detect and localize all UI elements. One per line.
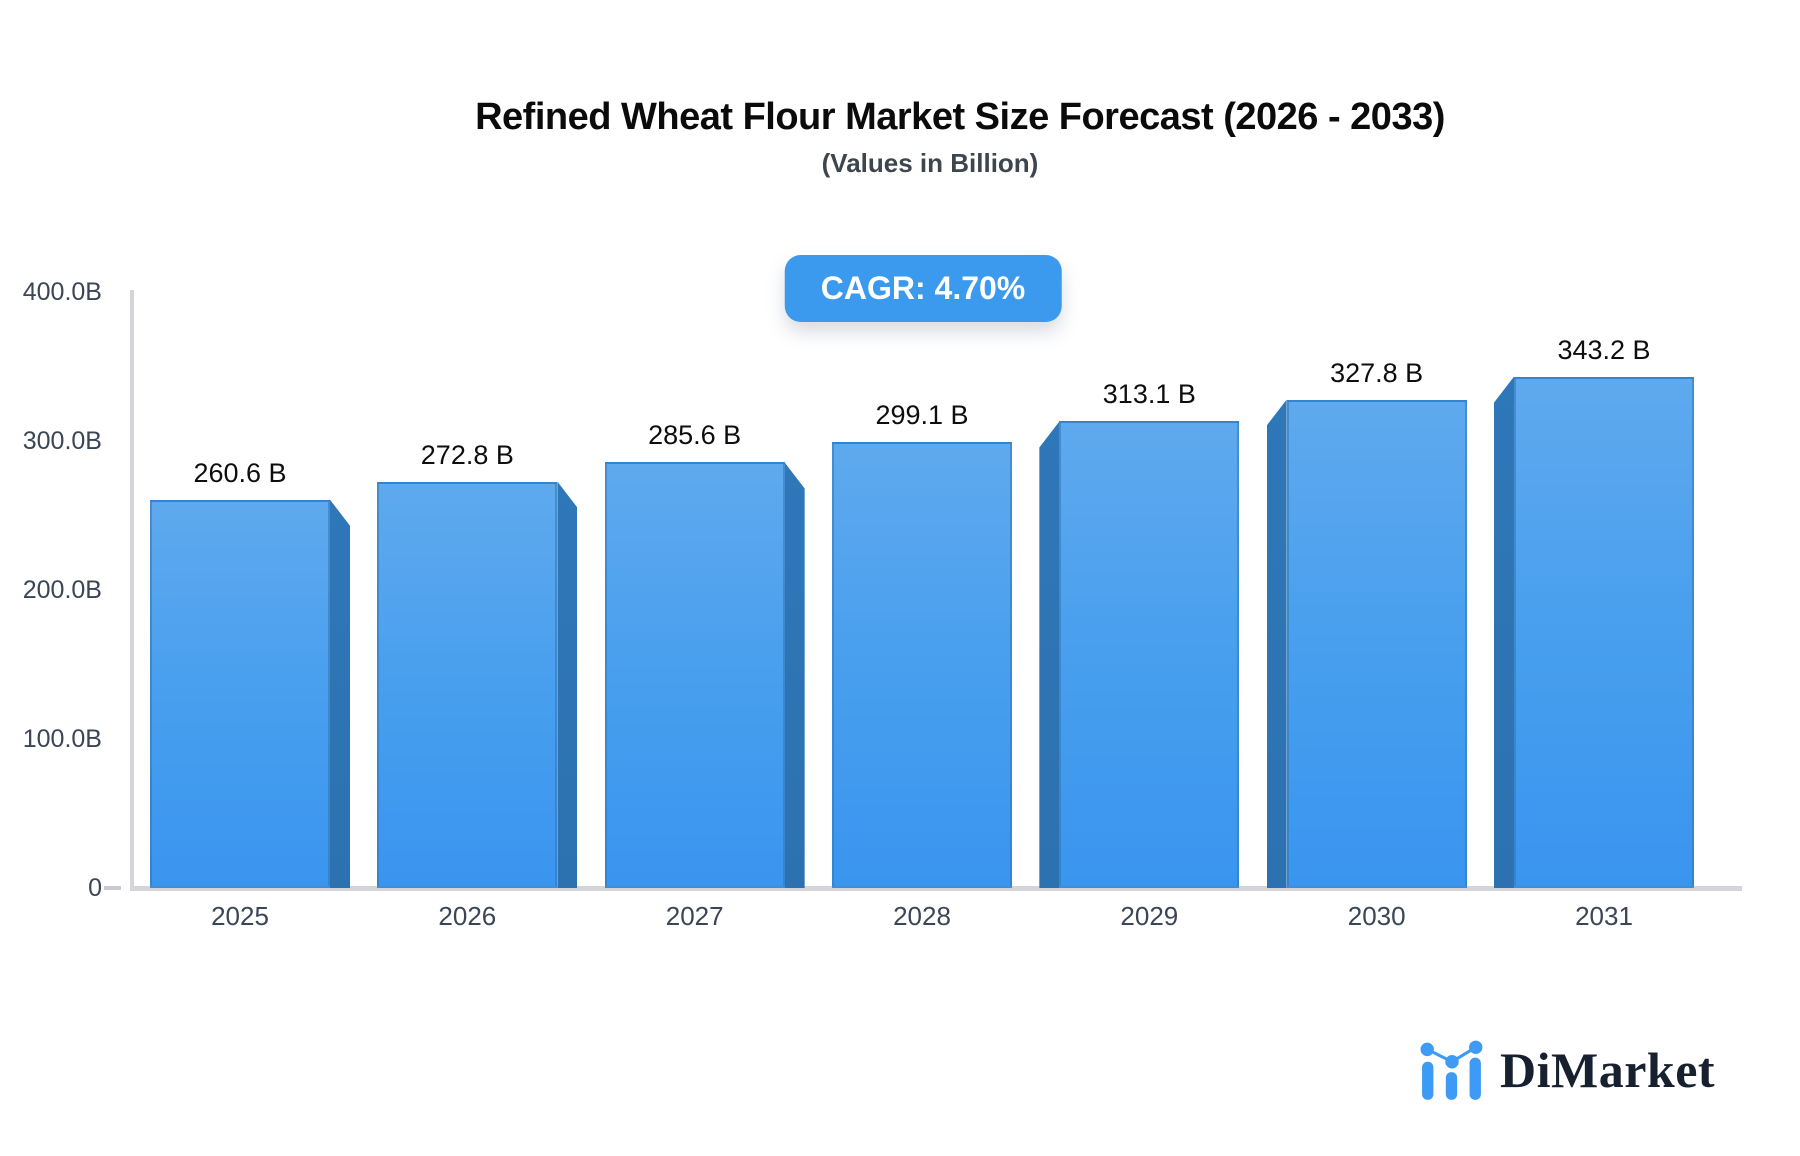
bar-3d-side-2030 — [1266, 399, 1287, 888]
bar-value-label: 272.8 B — [420, 439, 514, 470]
bar-3d-side-2026 — [557, 481, 578, 888]
y-axis-line — [130, 290, 134, 891]
bar-3d-side-2031 — [1493, 376, 1514, 888]
chart-subtitle: (Values in Billion) — [0, 148, 1800, 179]
bar-2031 — [1513, 376, 1694, 888]
cagr-badge: CAGR: 4.70% — [784, 255, 1062, 322]
bar-value-label: 260.6 B — [193, 457, 287, 488]
y-axis-tick-label: 0 — [88, 874, 102, 902]
y-axis-tick-label: 200.0B — [22, 576, 102, 604]
chart-title: Refined Wheat Flour Market Size Forecast… — [0, 96, 1800, 139]
bar-2030 — [1286, 399, 1467, 888]
bar-2026 — [377, 481, 558, 888]
x-axis-label: 2030 — [1347, 901, 1406, 931]
x-axis-label: 2029 — [1120, 901, 1179, 931]
x-axis-label: 2031 — [1575, 901, 1633, 931]
x-axis-line — [130, 886, 1742, 891]
bar-2025 — [150, 499, 330, 888]
x-axis-label: 2025 — [211, 901, 269, 931]
dimarket-logo: DiMarket — [1420, 1040, 1715, 1100]
bar-2027 — [604, 462, 785, 888]
dimarket-logo-icon — [1420, 1040, 1483, 1100]
chart-subtitle-text: (Values in Billion) — [821, 148, 1039, 178]
y-axis-tick-label: 300.0B — [22, 427, 102, 455]
y-axis-tick-label: 100.0B — [22, 725, 102, 753]
x-axis-label: 2028 — [893, 901, 951, 931]
bar-value-label: 285.6 B — [648, 420, 742, 451]
bar-value-label: 343.2 B — [1557, 334, 1651, 365]
bar-2029 — [1059, 421, 1240, 888]
bar-3d-side-2027 — [784, 462, 805, 888]
x-axis-label: 2026 — [438, 901, 497, 931]
y-axis-tick-label: 400.0B — [22, 278, 102, 306]
bar-2028 — [831, 442, 1012, 888]
bar-value-label: 327.8 B — [1330, 357, 1424, 388]
x-axis-label: 2027 — [665, 901, 724, 931]
chart-title-text: Refined Wheat Flour Market Size Forecast… — [475, 96, 1445, 138]
bar-3d-side-2029 — [1039, 421, 1060, 888]
bar-3d-side-2025 — [330, 499, 350, 888]
dimarket-logo-text: DiMarket — [1500, 1042, 1716, 1098]
bar-value-label: 313.1 B — [1102, 379, 1196, 410]
zero-tick-mark — [104, 886, 121, 890]
bar-value-label: 299.1 B — [875, 400, 969, 431]
